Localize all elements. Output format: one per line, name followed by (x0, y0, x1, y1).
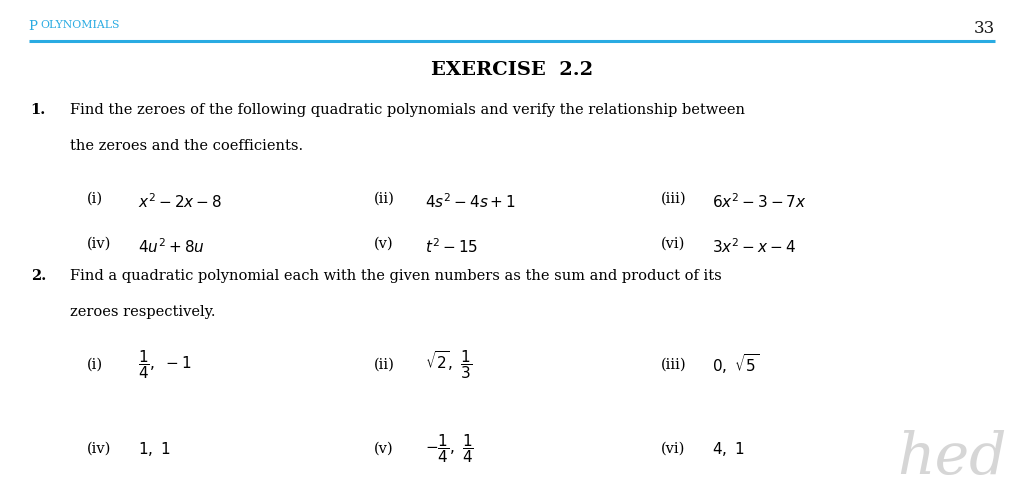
Text: $1,\ 1$: $1,\ 1$ (138, 440, 171, 458)
Text: (ii): (ii) (374, 192, 394, 206)
Text: $3x^2-x-4$: $3x^2-x-4$ (712, 237, 796, 255)
Text: (i): (i) (87, 357, 103, 371)
Text: 1.: 1. (31, 103, 46, 117)
Text: hed: hed (897, 430, 1007, 487)
Text: $4u^2+8u$: $4u^2+8u$ (138, 237, 205, 255)
Text: (iv): (iv) (87, 442, 112, 456)
Text: (iv): (iv) (87, 237, 112, 251)
Text: OLYNOMIALS: OLYNOMIALS (40, 20, 120, 30)
Text: 33: 33 (974, 20, 995, 37)
Text: $0,\ \sqrt{5}$: $0,\ \sqrt{5}$ (712, 352, 759, 376)
Text: (vi): (vi) (660, 237, 685, 251)
Text: 2.: 2. (31, 269, 46, 283)
Text: $-\dfrac{1}{4},\ \dfrac{1}{4}$: $-\dfrac{1}{4},\ \dfrac{1}{4}$ (425, 433, 474, 466)
Text: Find a quadratic polynomial each with the given numbers as the sum and product o: Find a quadratic polynomial each with th… (70, 269, 721, 283)
Text: $\dfrac{1}{4},\ -1$: $\dfrac{1}{4},\ -1$ (138, 348, 191, 381)
Text: (vi): (vi) (660, 442, 685, 456)
Text: (ii): (ii) (374, 357, 394, 371)
Text: $6x^2-3-7x$: $6x^2-3-7x$ (712, 192, 806, 211)
Text: (v): (v) (374, 237, 393, 251)
Text: $t^2-15$: $t^2-15$ (425, 237, 478, 255)
Text: P: P (29, 20, 38, 33)
Text: EXERCISE  2.2: EXERCISE 2.2 (431, 61, 593, 79)
Text: (v): (v) (374, 442, 393, 456)
Text: (iii): (iii) (660, 192, 686, 206)
Text: $x^2-2x-8$: $x^2-2x-8$ (138, 192, 222, 211)
Text: (iii): (iii) (660, 357, 686, 371)
Text: Find the zeroes of the following quadratic polynomials and verify the relationsh: Find the zeroes of the following quadrat… (70, 103, 744, 117)
Text: $\sqrt{2},\ \dfrac{1}{3}$: $\sqrt{2},\ \dfrac{1}{3}$ (425, 348, 472, 381)
Text: $4s^2-4s+1$: $4s^2-4s+1$ (425, 192, 516, 211)
Text: zeroes respectively.: zeroes respectively. (70, 305, 215, 319)
Text: (i): (i) (87, 192, 103, 206)
Text: the zeroes and the coefficients.: the zeroes and the coefficients. (70, 139, 303, 153)
Text: $4,\ 1$: $4,\ 1$ (712, 440, 744, 458)
